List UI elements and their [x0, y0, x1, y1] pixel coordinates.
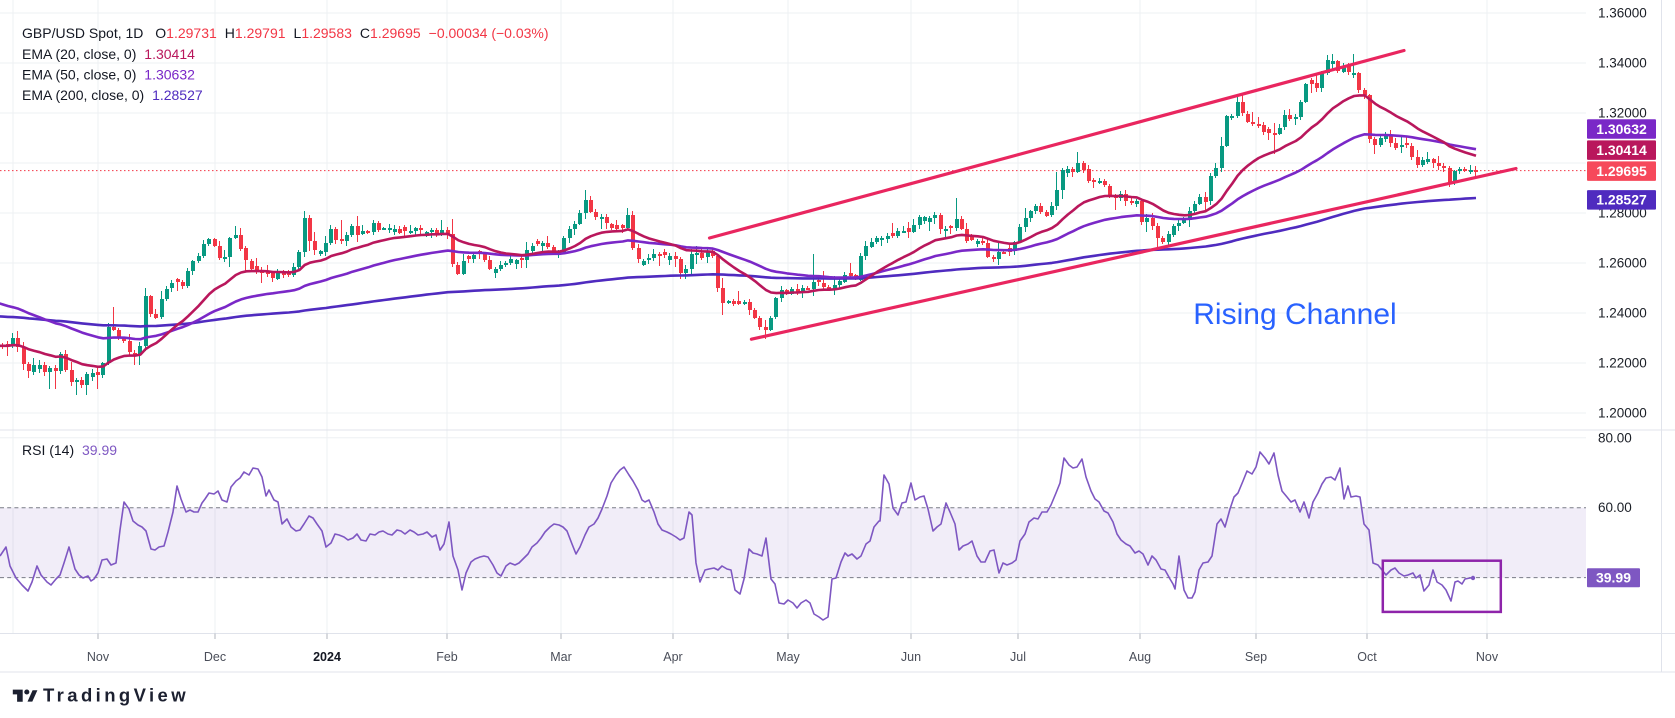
svg-text:Aug: Aug: [1129, 650, 1151, 664]
svg-text:Sep: Sep: [1245, 650, 1267, 664]
svg-text:Oct: Oct: [1357, 650, 1377, 664]
svg-text:Jul: Jul: [1010, 650, 1026, 664]
svg-text:1.32000: 1.32000: [1598, 106, 1647, 121]
svg-text:60.00: 60.00: [1598, 500, 1632, 515]
svg-text:1.26000: 1.26000: [1598, 256, 1647, 271]
svg-text:2024: 2024: [313, 650, 341, 664]
svg-text:EMA (50, close, 0) 1.30632: EMA (50, close, 0) 1.30632: [22, 67, 195, 83]
svg-text:Apr: Apr: [663, 650, 682, 664]
svg-text:80.00: 80.00: [1598, 430, 1632, 445]
svg-text:39.99: 39.99: [1596, 569, 1631, 585]
svg-text:1.28527: 1.28527: [1596, 192, 1647, 208]
svg-text:1.24000: 1.24000: [1598, 306, 1647, 321]
svg-text:Nov: Nov: [87, 650, 110, 664]
svg-text:Dec: Dec: [204, 650, 226, 664]
svg-text:1.22000: 1.22000: [1598, 356, 1647, 371]
svg-text:TradingView: TradingView: [43, 685, 189, 706]
svg-text:1.36000: 1.36000: [1598, 6, 1647, 21]
svg-text:1.20000: 1.20000: [1598, 406, 1647, 421]
svg-text:1.29695: 1.29695: [1596, 163, 1647, 179]
svg-text:RSI (14) 39.99: RSI (14) 39.99: [22, 442, 117, 458]
svg-text:EMA (200, close, 0) 1.28527: EMA (200, close, 0) 1.28527: [22, 87, 203, 103]
svg-text:EMA (20, close, 0) 1.30414: EMA (20, close, 0) 1.30414: [22, 46, 195, 62]
svg-text:1.30414: 1.30414: [1596, 142, 1647, 158]
svg-text:Mar: Mar: [550, 650, 572, 664]
svg-text:Nov: Nov: [1476, 650, 1499, 664]
svg-text:Jun: Jun: [901, 650, 921, 664]
svg-text:May: May: [776, 650, 800, 664]
svg-text:Rising Channel: Rising Channel: [1193, 298, 1396, 331]
svg-text:1.30632: 1.30632: [1596, 121, 1647, 137]
svg-text:Feb: Feb: [436, 650, 458, 664]
svg-text:1.34000: 1.34000: [1598, 56, 1647, 71]
